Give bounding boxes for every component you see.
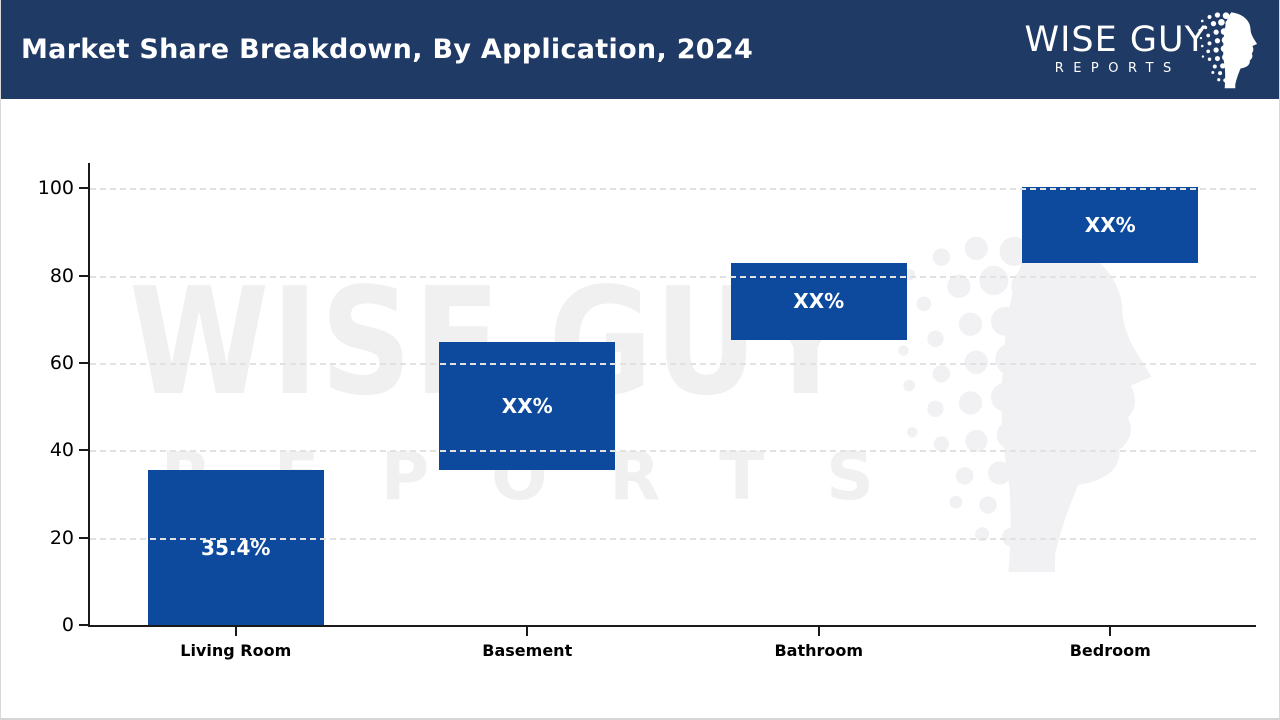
y-tick-mark — [79, 361, 88, 364]
gridline — [90, 537, 1256, 540]
y-tick-mark — [79, 274, 88, 277]
y-tick-mark — [79, 536, 88, 539]
y-tick-label: 100 — [37, 177, 74, 200]
x-category-label: Bathroom — [774, 641, 864, 660]
plot-area: 35.4% XX% XX% XX% 0 20 40 60 80 100 Living Room Ba… — [38, 163, 1256, 660]
logo-text: WISE GUY REPORTS — [1024, 20, 1207, 77]
gridline — [90, 188, 1256, 191]
x-tick-mark — [817, 627, 820, 636]
wise-guy-reports-logo: WISE GUY REPORTS — [1024, 10, 1261, 90]
header-bar: Market Share Breakdown, By Application, … — [1, 0, 1279, 99]
x-tick-mark — [526, 627, 529, 636]
x-category-label: Bedroom — [1069, 641, 1151, 660]
y-axis — [88, 163, 90, 625]
y-tick-label: 40 — [49, 439, 74, 462]
bar-bedroom: XX% — [1022, 186, 1199, 263]
bar-living-room: 35.4% — [147, 470, 324, 625]
bar-value-label: XX% — [1084, 212, 1136, 237]
gridline — [90, 450, 1256, 453]
bar-value-label: XX% — [501, 394, 553, 419]
x-tick-mark — [1109, 627, 1112, 636]
bar-value-label: XX% — [793, 289, 845, 314]
y-tick-mark — [79, 449, 88, 452]
y-tick-label: 20 — [49, 526, 74, 549]
x-axis — [88, 624, 1256, 627]
dotted-head-icon — [1195, 10, 1261, 90]
y-tick-label: 80 — [49, 264, 74, 287]
logo-subtitle: REPORTS — [1054, 61, 1181, 76]
x-tick-mark — [234, 627, 237, 636]
gridline — [90, 362, 1256, 365]
x-category-label: Living Room — [180, 641, 292, 660]
y-tick-mark — [79, 624, 88, 626]
y-tick-mark — [79, 187, 88, 190]
x-category-label: Basement — [482, 641, 573, 660]
gridline — [90, 275, 1256, 278]
bar-bathroom: XX% — [730, 263, 907, 340]
y-tick-label: 0 — [61, 614, 74, 636]
y-tick-label: 60 — [49, 351, 74, 374]
page-title: Market Share Breakdown, By Application, … — [21, 34, 754, 65]
bar-value-label: 35.4% — [201, 535, 271, 560]
logo-wordmark: WISE GUY — [1024, 20, 1207, 60]
